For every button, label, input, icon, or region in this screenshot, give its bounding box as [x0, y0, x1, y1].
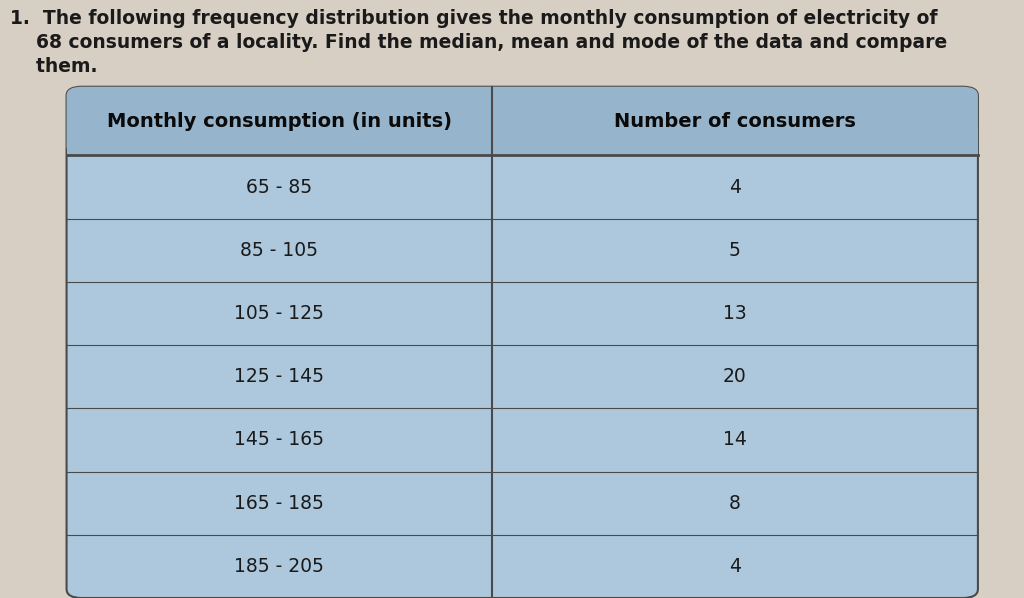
- Text: 165 - 185: 165 - 185: [234, 494, 324, 512]
- Text: 14: 14: [723, 431, 746, 450]
- Text: 4: 4: [729, 178, 740, 197]
- Text: 4: 4: [729, 557, 740, 576]
- Text: 8: 8: [729, 494, 740, 512]
- Bar: [67, 128, 978, 155]
- Text: 20: 20: [723, 367, 746, 386]
- Text: 1.  The following frequency distribution gives the monthly consumption of electr: 1. The following frequency distribution …: [10, 9, 938, 28]
- Text: 65 - 85: 65 - 85: [246, 178, 312, 197]
- Text: 145 - 165: 145 - 165: [234, 431, 324, 450]
- FancyBboxPatch shape: [67, 87, 978, 598]
- Text: 5: 5: [729, 241, 740, 260]
- Text: Number of consumers: Number of consumers: [613, 112, 856, 130]
- FancyBboxPatch shape: [67, 87, 978, 155]
- Text: 185 - 205: 185 - 205: [234, 557, 324, 576]
- Text: 85 - 105: 85 - 105: [240, 241, 318, 260]
- Text: them.: them.: [10, 57, 97, 76]
- Text: 13: 13: [723, 304, 746, 323]
- Text: Monthly consumption (in units): Monthly consumption (in units): [106, 112, 452, 130]
- Text: 125 - 145: 125 - 145: [234, 367, 324, 386]
- Text: 68 consumers of a locality. Find the median, mean and mode of the data and compa: 68 consumers of a locality. Find the med…: [10, 33, 947, 52]
- Text: 105 - 125: 105 - 125: [234, 304, 324, 323]
